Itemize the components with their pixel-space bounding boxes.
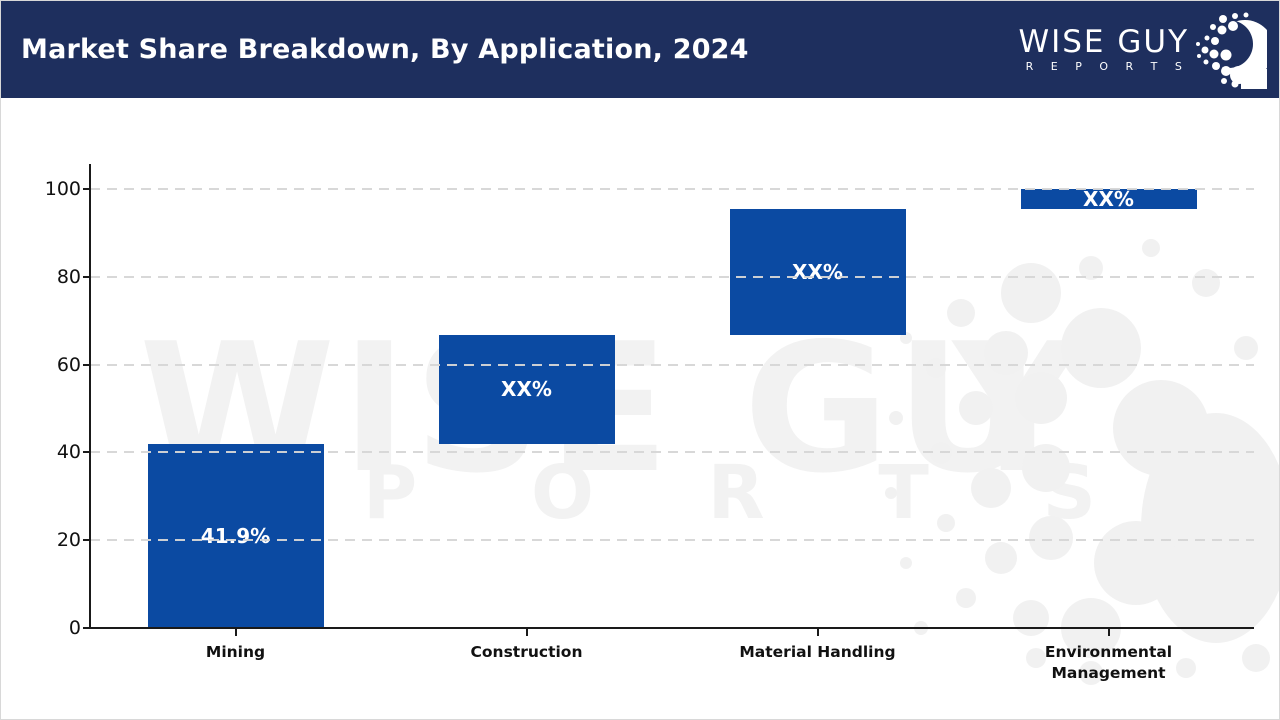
x-category-label: Mining [205, 643, 266, 661]
y-tick-mark [83, 363, 90, 366]
header: Market Share Breakdown, By Application, … [1, 1, 1279, 98]
y-tick-mark [83, 188, 90, 190]
logo-sub-label: R E P O R T S [1025, 60, 1189, 73]
bar-material-handling: XX% [729, 208, 906, 335]
bar-construction: XX% [438, 334, 615, 445]
y-tick-mark [83, 451, 90, 454]
x-tick-mark [525, 629, 528, 636]
dotted-face-icon [1196, 12, 1267, 89]
x-category-label: Environmental Management [1044, 643, 1173, 682]
y-tick-label: 40 [56, 441, 81, 464]
logo-brand-label: WISE GUY [1018, 24, 1189, 60]
x-tick-mark [816, 629, 819, 636]
wise-guy-reports-logo: WISE GUY R E P O R T S [1018, 11, 1279, 89]
bar-value-label: XX% [792, 259, 843, 284]
logo-text: WISE GUY R E P O R T S [1018, 26, 1189, 73]
bar-value-label: XX% [1083, 189, 1134, 209]
gridline [90, 363, 1254, 366]
x-tick-mark [234, 629, 237, 636]
x-category-label: Material Handling [739, 643, 896, 661]
x-category-label: Construction [470, 643, 583, 661]
chart-plot-area: WISE GU Y P O R T S [1, 98, 1279, 719]
y-tick-label: 60 [56, 353, 81, 376]
x-axis-spine [89, 627, 1254, 629]
x-tick-mark [1107, 629, 1110, 636]
y-tick-label: 100 [44, 178, 81, 200]
y-axis-spine [89, 164, 91, 629]
gridline [90, 451, 1254, 454]
y-tick-mark [83, 539, 90, 542]
y-tick-mark [83, 275, 90, 278]
y-tick-mark [83, 627, 90, 629]
y-tick-label: 0 [68, 617, 81, 639]
watermark-dotted-face [885, 239, 1279, 685]
bar-value-label: XX% [501, 377, 552, 402]
bar-environmental-management: XX% [1020, 189, 1197, 209]
page-title: Market Share Breakdown, By Application, … [21, 34, 749, 65]
y-tick-label: 20 [56, 529, 81, 552]
bar-mining: 41.9% [147, 444, 324, 628]
y-tick-label: 80 [56, 265, 81, 288]
gridline [90, 539, 1254, 542]
bar-value-label: 41.9% [200, 524, 271, 549]
gridline [90, 275, 1254, 278]
gridline [90, 188, 1254, 190]
